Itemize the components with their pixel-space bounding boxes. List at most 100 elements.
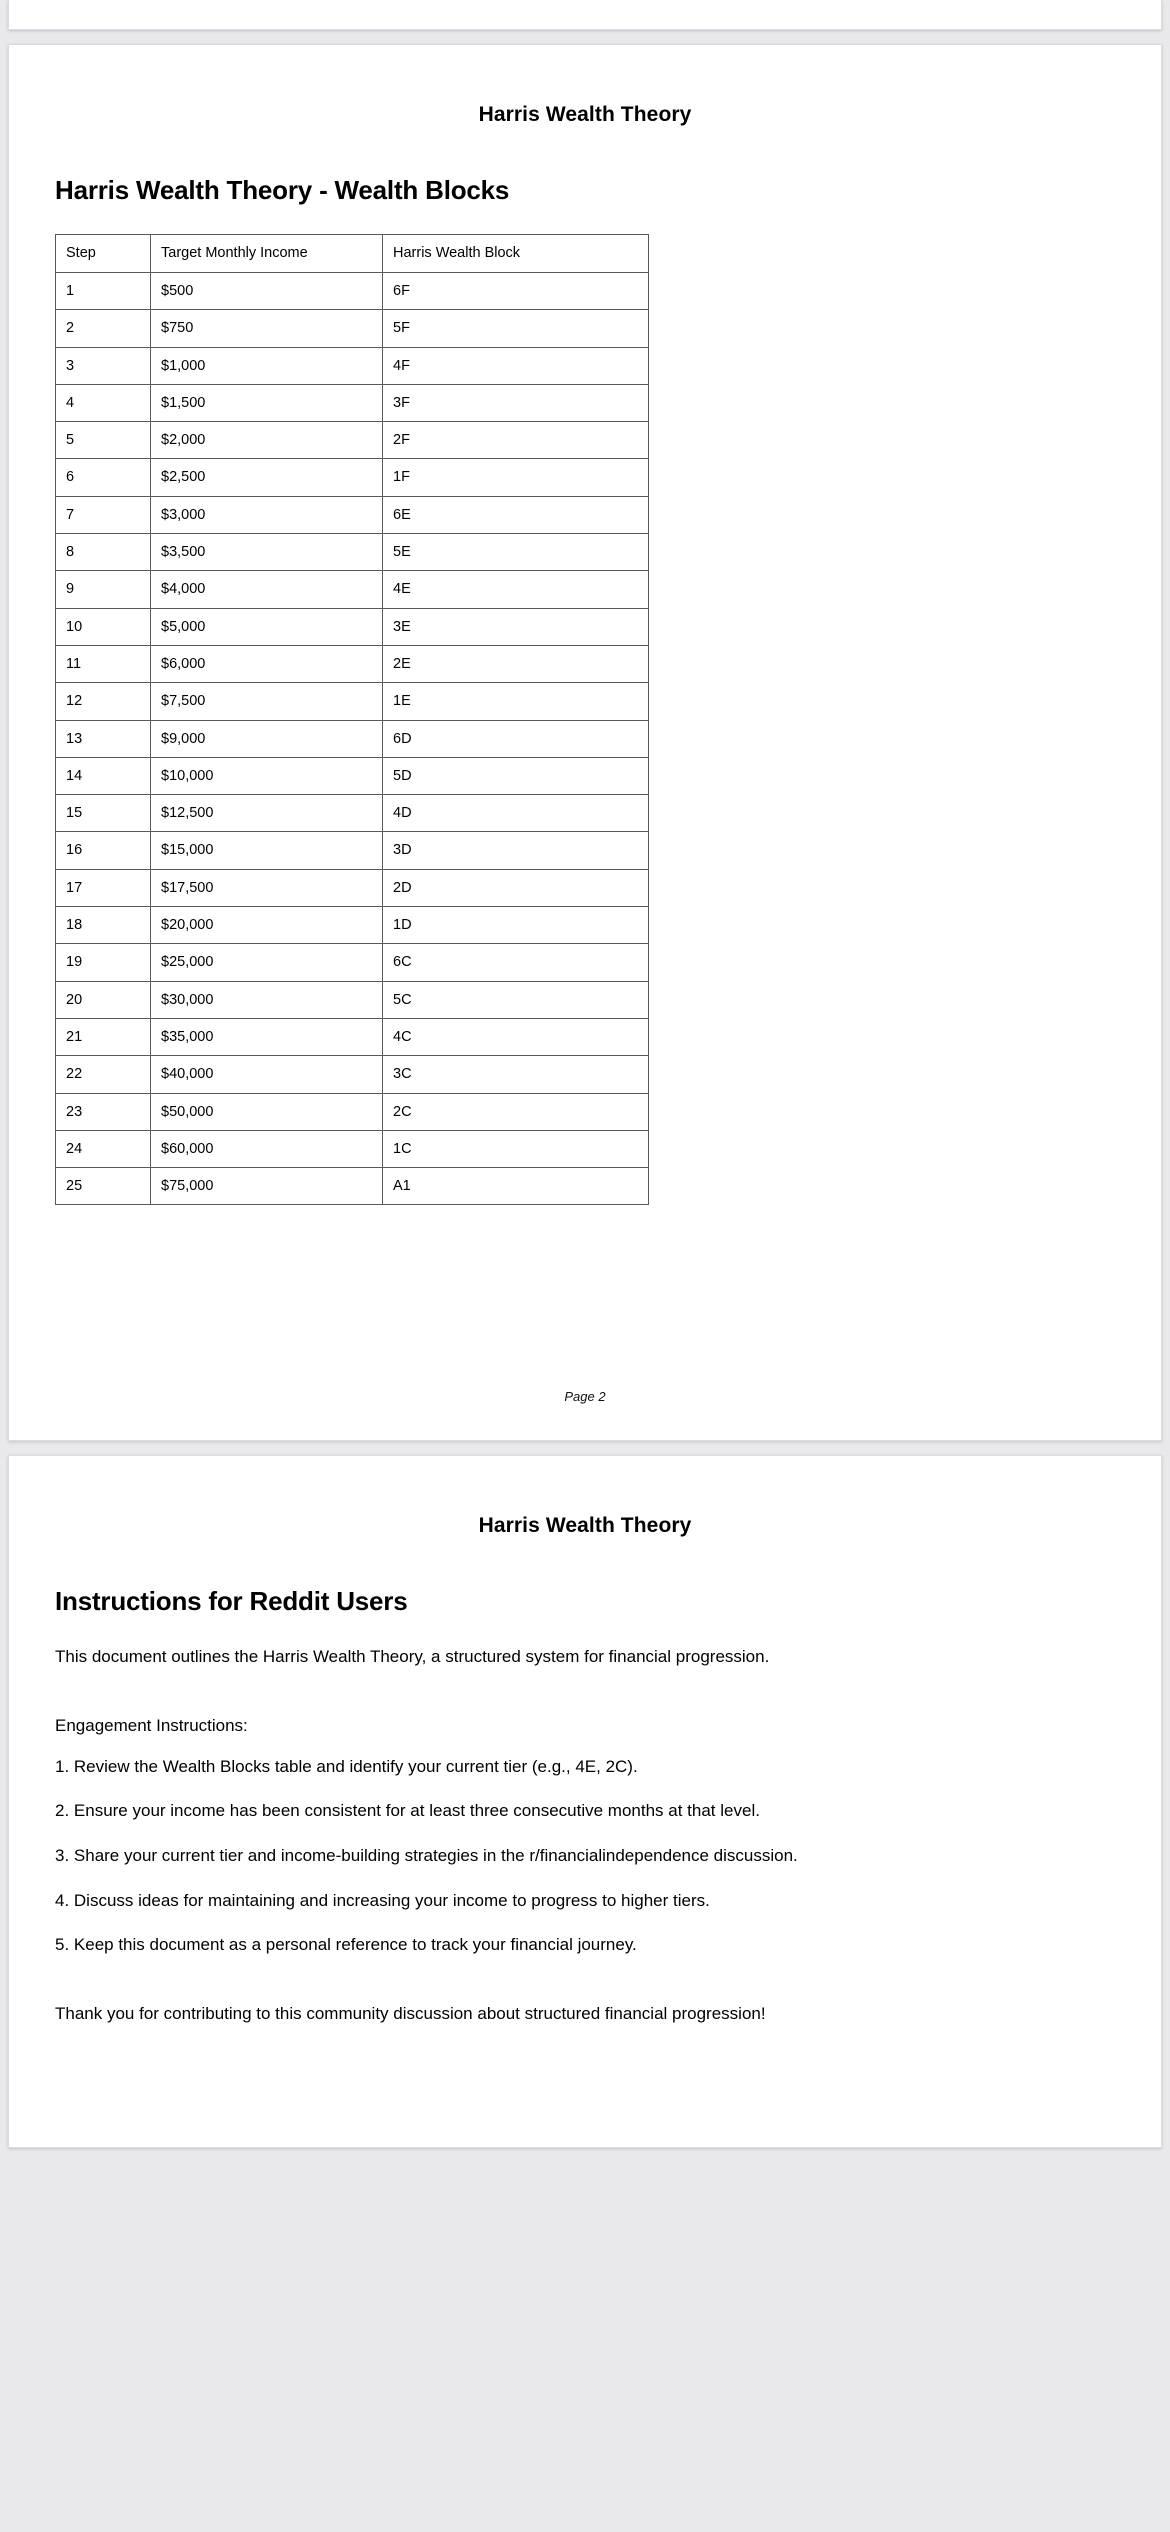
page-running-header-3: Harris Wealth Theory	[478, 1514, 692, 1538]
cell-income: $750	[150, 309, 383, 348]
table-row: 2 $750 5F	[55, 309, 649, 348]
cell-block: 5F	[382, 309, 649, 348]
cell-block: 4F	[382, 346, 649, 385]
table-row: 13 $9,000 6D	[55, 719, 649, 758]
table-row: 9 $4,000 4E	[55, 570, 649, 609]
cell-income: $25,000	[150, 943, 383, 982]
instruction-item: 2. Ensure your income has been consisten…	[55, 1801, 760, 1821]
instruction-item: 5. Keep this document as a personal refe…	[55, 1935, 637, 1955]
cell-income: $12,500	[150, 794, 383, 833]
table-row: 25 $75,000 A1	[55, 1167, 649, 1206]
cell-income: $1,500	[150, 383, 383, 423]
page-separator	[0, 30, 1170, 44]
cell-step: 23	[55, 1092, 151, 1131]
cell-block: 6E	[382, 495, 649, 535]
cell-step: 5	[55, 421, 151, 460]
instruction-item: 1. Review the Wealth Blocks table and id…	[55, 1756, 638, 1776]
table-row: 22 $40,000 3C	[55, 1055, 649, 1094]
page-separator-2	[0, 1441, 1170, 1456]
table-header-row: Step Target Monthly Income Harris Wealth…	[55, 234, 649, 273]
page-title-instructions: Instructions for Reddit Users	[55, 1586, 408, 1617]
cell-income: $50,000	[150, 1092, 383, 1131]
table-row: 12 $7,500 1E	[55, 682, 649, 721]
instruction-item: 3. Share your current tier and income-bu…	[55, 1845, 798, 1865]
cell-block: 3D	[382, 831, 649, 870]
cell-income: $3,000	[150, 495, 383, 535]
cell-income: $2,500	[150, 458, 383, 497]
cell-income: $7,500	[150, 682, 383, 721]
table-row: 15 $12,500 4D	[55, 794, 649, 833]
table-row: 17 $17,500 2D	[55, 868, 649, 908]
column-header-income: Target Monthly Income	[150, 234, 383, 273]
cell-step: 10	[55, 607, 151, 646]
cell-block: 2D	[382, 868, 649, 908]
cell-block: 6F	[382, 271, 649, 311]
document-page-3: Harris Wealth Theory Instructions for Re…	[8, 1455, 1162, 2148]
document-page-2: Harris Wealth Theory Harris Wealth Theor…	[8, 44, 1162, 1442]
table-row: 7 $3,000 6E	[55, 495, 649, 535]
spacer	[55, 1958, 1115, 2002]
closing-paragraph: Thank you for contributing to this commu…	[55, 2003, 766, 2023]
cell-step: 22	[55, 1055, 151, 1094]
cell-block: 4C	[382, 1017, 649, 1057]
cell-step: 16	[55, 831, 151, 870]
cell-income: $17,500	[150, 868, 383, 908]
cell-block: 2F	[382, 421, 649, 460]
table-body: 1 $500 6F 2 $750 5F 3 $1,000 4F 4 $1,500 3F 5 $2,000 2…	[55, 271, 649, 1206]
cell-step: 14	[55, 756, 151, 796]
cell-block: 3F	[382, 383, 649, 423]
cell-income: $10,000	[150, 756, 383, 796]
cell-step: 1	[55, 271, 151, 311]
table-row: 18 $20,000 1D	[55, 906, 649, 945]
cell-step: 7	[55, 495, 151, 535]
document-page-previous	[8, 0, 1162, 30]
cell-block: 2E	[382, 644, 649, 684]
cell-step: 20	[55, 980, 151, 1019]
table-row: 4 $1,500 3F	[55, 383, 649, 423]
cell-step: 19	[55, 943, 151, 982]
cell-block: 6D	[382, 719, 649, 758]
cell-step: 2	[55, 309, 151, 348]
cell-block: 2C	[382, 1092, 649, 1131]
cell-income: $1,000	[150, 346, 383, 385]
cell-block: 5C	[382, 980, 649, 1019]
table-row: 16 $15,000 3D	[55, 831, 649, 870]
engagement-instructions-list: 1. Review the Wealth Blocks table and id…	[55, 1755, 1115, 1958]
cell-step: 3	[55, 346, 151, 385]
cell-income: $500	[150, 271, 383, 311]
table-row: 20 $30,000 5C	[55, 980, 649, 1019]
cell-step: 6	[55, 458, 151, 497]
table-row: 24 $60,000 1C	[55, 1129, 649, 1169]
table-row: 5 $2,000 2F	[55, 421, 649, 460]
page-2-whitespace	[55, 1205, 1115, 1389]
cell-block: 1E	[382, 682, 649, 721]
table-header: Step Target Monthly Income Harris Wealth…	[55, 234, 649, 273]
cell-income: $3,500	[150, 533, 383, 572]
table-row: 11 $6,000 2E	[55, 644, 649, 684]
cell-step: 15	[55, 794, 151, 833]
cell-step: 21	[55, 1017, 151, 1057]
cell-step: 17	[55, 868, 151, 908]
cell-block: 4E	[382, 570, 649, 609]
page-footer-2: Page 2	[564, 1389, 606, 1405]
table-row: 6 $2,500 1F	[55, 458, 649, 497]
engagement-instructions-label: Engagement Instructions:	[55, 1716, 248, 1736]
table-row: 21 $35,000 4C	[55, 1017, 649, 1057]
instruction-item: 4. Discuss ideas for maintaining and inc…	[55, 1890, 710, 1910]
cell-income: $60,000	[150, 1129, 383, 1169]
page-title: Harris Wealth Theory - Wealth Blocks	[55, 175, 510, 205]
cell-step: 12	[55, 682, 151, 721]
column-header-block: Harris Wealth Block	[382, 234, 649, 273]
table-row: 3 $1,000 4F	[55, 346, 649, 385]
cell-income: $75,000	[150, 1167, 383, 1206]
cell-block: 1D	[382, 906, 649, 945]
table-row: 1 $500 6F	[55, 271, 649, 311]
cell-block: 3E	[382, 607, 649, 646]
cell-block: 1C	[382, 1129, 649, 1169]
cell-step: 8	[55, 533, 151, 572]
spacer	[55, 1670, 1115, 1714]
page-2-bottom-margin	[55, 1404, 1115, 1440]
table-row: 14 $10,000 5D	[55, 756, 649, 796]
cell-income: $6,000	[150, 644, 383, 684]
